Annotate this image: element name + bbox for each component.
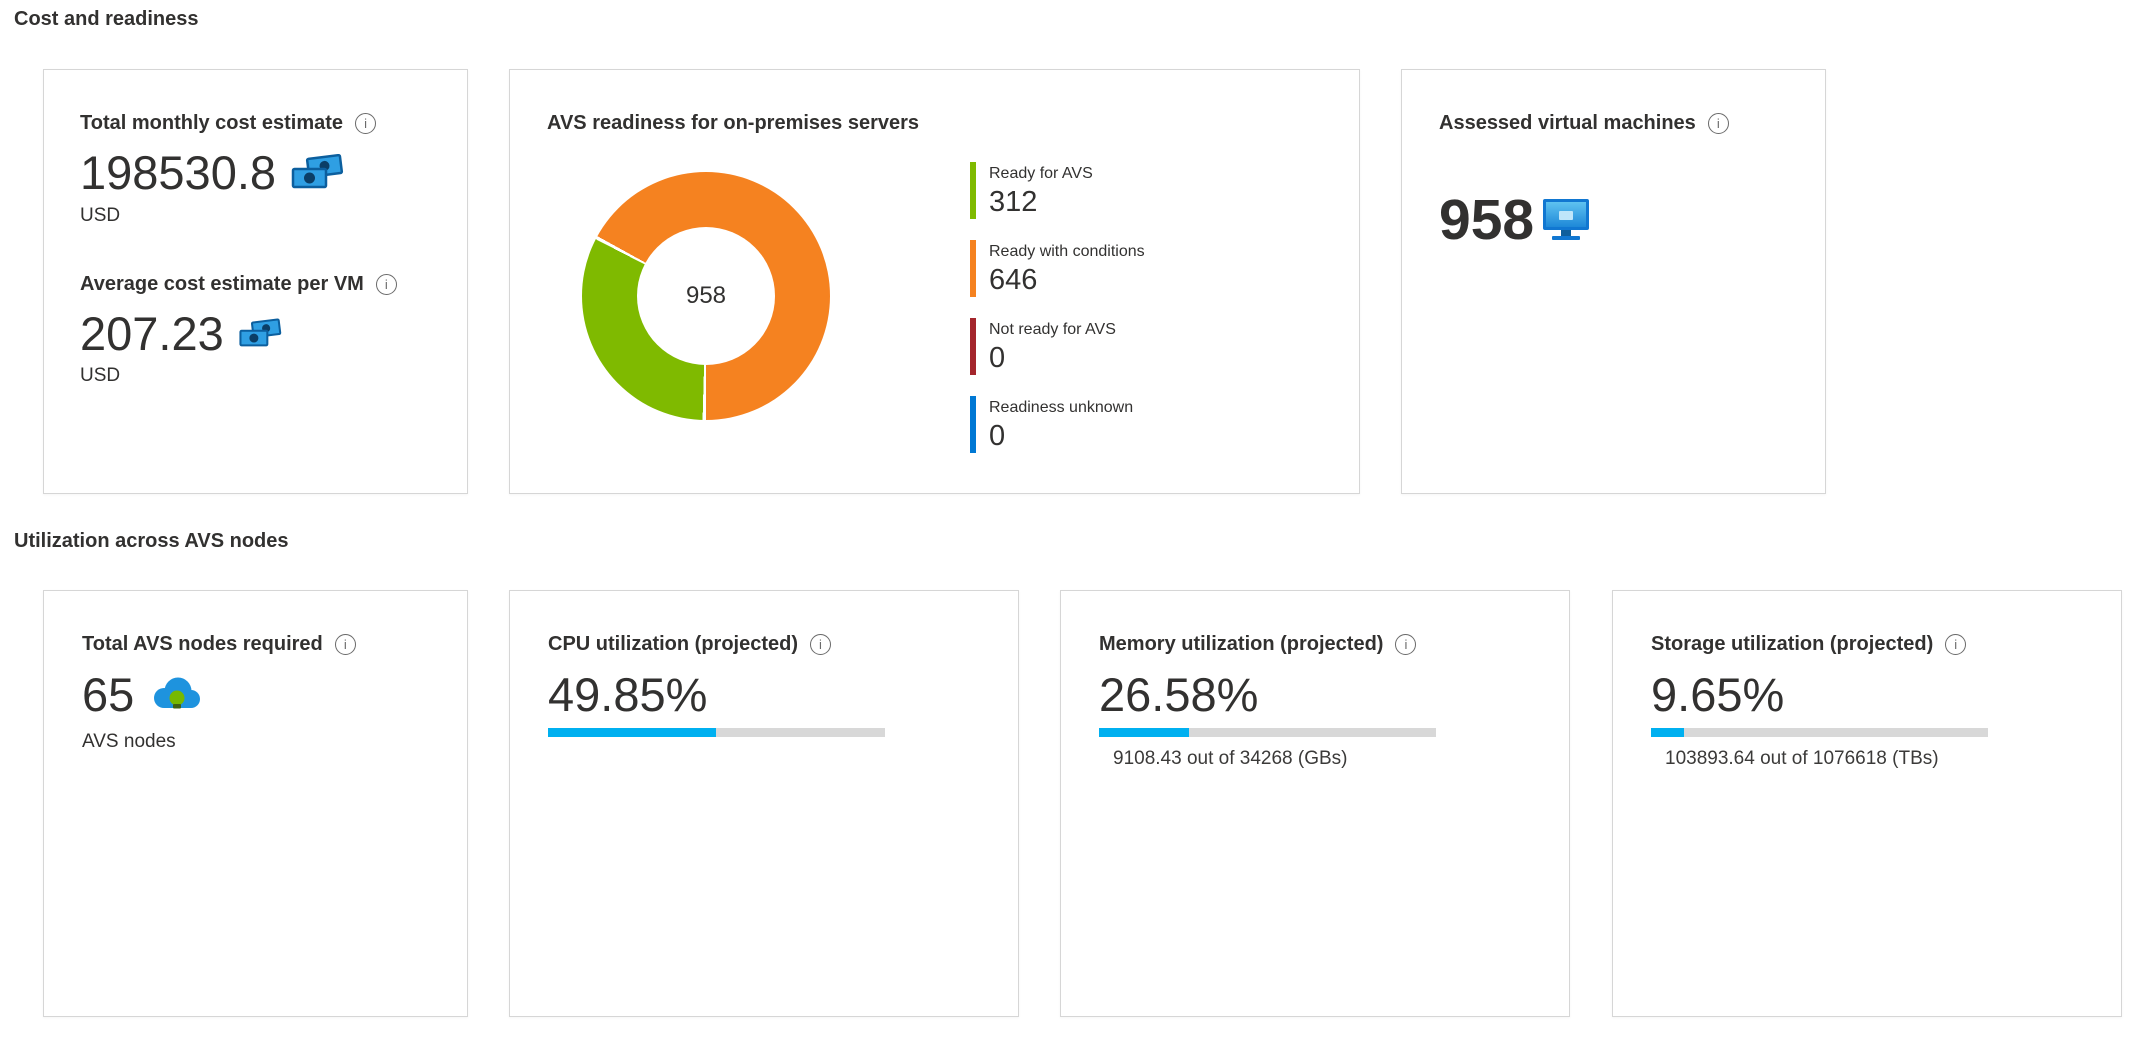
memory-utilization-card: Memory utilization (projected) 26.58% 91… bbox=[1060, 590, 1570, 1017]
storage-utilization-detail: 103893.64 out of 1076618 (TBs) bbox=[1665, 747, 1939, 769]
legend-value: 0 bbox=[989, 420, 1006, 453]
monthly-cost-title: Total monthly cost estimate bbox=[80, 112, 344, 134]
info-icon[interactable] bbox=[375, 273, 397, 295]
avs-node-cloud-icon bbox=[154, 677, 201, 709]
memory-progress-bar bbox=[1099, 727, 1436, 737]
donut-hole: 958 bbox=[637, 227, 775, 365]
vm-monitor-icon bbox=[1543, 199, 1590, 241]
legend-value: 312 bbox=[989, 186, 1038, 219]
monthly-cost-value: 198530.8 bbox=[80, 146, 277, 199]
legend-color-bar bbox=[970, 318, 976, 375]
readiness-donut: 958 bbox=[582, 172, 830, 420]
cpu-progress-fill bbox=[548, 727, 716, 737]
section-title-utilization: Utilization across AVS nodes bbox=[14, 530, 289, 552]
info-icon[interactable] bbox=[810, 634, 831, 655]
cpu-utilization-value: 49.85% bbox=[548, 668, 708, 721]
donut-center-total: 958 bbox=[685, 282, 727, 309]
total-monthly-cost-card: Total monthly cost estimate 198530.8 USD… bbox=[43, 69, 468, 494]
storage-utilization-value: 9.65% bbox=[1651, 668, 1785, 721]
legend-value: 646 bbox=[989, 264, 1038, 297]
legend-item-not-ready: Not ready for AVS 0 bbox=[970, 318, 1145, 375]
legend-label: Not ready for AVS bbox=[989, 321, 1116, 338]
info-icon[interactable] bbox=[1395, 634, 1417, 655]
readiness-title: AVS readiness for on-premises servers bbox=[547, 112, 920, 134]
info-icon[interactable] bbox=[355, 113, 377, 134]
legend-item-unknown: Readiness unknown 0 bbox=[970, 396, 1145, 453]
legend-item-conditions: Ready with conditions 646 bbox=[970, 240, 1145, 297]
avs-nodes-unit: AVS nodes bbox=[82, 730, 176, 752]
money-icon bbox=[291, 153, 344, 189]
per-vm-cost-value: 207.23 bbox=[80, 306, 224, 360]
legend-label: Ready for AVS bbox=[989, 165, 1093, 182]
assessed-vms-card: Assessed virtual machines 958 bbox=[1401, 69, 1826, 494]
avs-nodes-value: 65 bbox=[82, 668, 135, 721]
memory-utilization-title: Memory utilization (projected) bbox=[1099, 633, 1384, 655]
storage-utilization-title: Storage utilization (projected) bbox=[1651, 633, 1934, 655]
assessed-vms-value: 958 bbox=[1439, 188, 1535, 252]
storage-utilization-card: Storage utilization (projected) 9.65% 10… bbox=[1612, 590, 2122, 1017]
info-icon[interactable] bbox=[1945, 634, 1967, 655]
legend-color-bar bbox=[970, 240, 976, 297]
legend-item-ready: Ready for AVS 312 bbox=[970, 162, 1145, 219]
memory-utilization-detail: 9108.43 out of 34268 (GBs) bbox=[1113, 747, 1348, 769]
avs-readiness-card: AVS readiness for on-premises servers 95… bbox=[509, 69, 1360, 494]
legend-color-bar bbox=[970, 396, 976, 453]
section-title-cost-and-readiness: Cost and readiness bbox=[14, 8, 199, 30]
cpu-utilization-title: CPU utilization (projected) bbox=[548, 633, 798, 655]
assessed-vms-title: Assessed virtual machines bbox=[1439, 112, 1696, 134]
memory-progress-fill bbox=[1099, 727, 1189, 737]
per-vm-cost-title: Average cost estimate per VM bbox=[80, 272, 364, 295]
per-vm-cost-unit: USD bbox=[80, 365, 121, 387]
avs-nodes-title: Total AVS nodes required bbox=[82, 633, 323, 655]
legend-color-bar bbox=[970, 162, 976, 219]
info-icon[interactable] bbox=[334, 634, 356, 655]
legend-value: 0 bbox=[989, 342, 1006, 375]
storage-progress-bar bbox=[1651, 727, 1988, 737]
legend-label: Ready with conditions bbox=[989, 243, 1145, 260]
storage-progress-fill bbox=[1651, 727, 1684, 737]
monthly-cost-unit: USD bbox=[80, 204, 121, 226]
legend-label: Readiness unknown bbox=[989, 399, 1134, 416]
memory-utilization-value: 26.58% bbox=[1099, 668, 1259, 721]
avs-nodes-card: Total AVS nodes required 65 AVS nodes bbox=[43, 590, 468, 1017]
info-icon[interactable] bbox=[1707, 113, 1729, 134]
cpu-progress-bar bbox=[548, 727, 885, 737]
money-icon bbox=[239, 317, 281, 346]
readiness-legend: Ready for AVS 312 Ready with conditions … bbox=[970, 162, 1145, 474]
cpu-utilization-card: CPU utilization (projected) 49.85% bbox=[509, 590, 1019, 1017]
